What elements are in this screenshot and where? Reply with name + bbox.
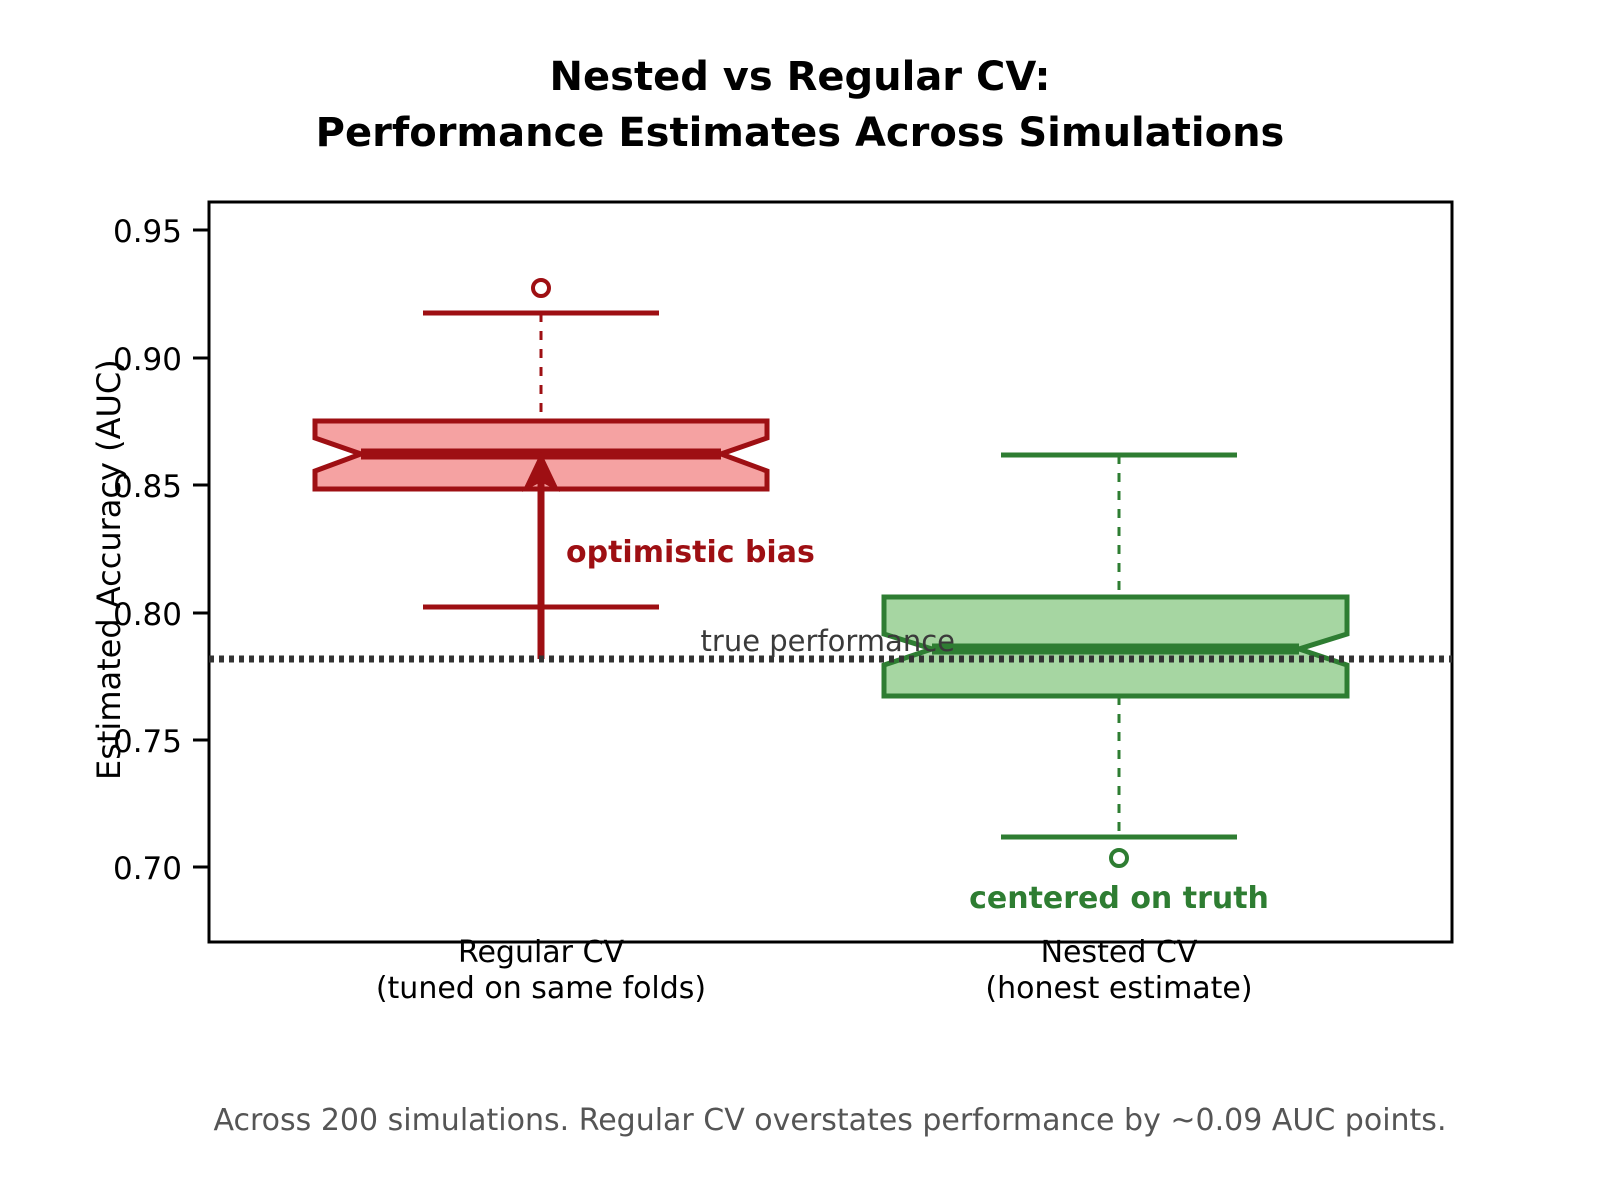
annotation-centered-on-truth: centered on truth	[969, 881, 1269, 916]
optimistic-bias-arrow	[522, 452, 560, 659]
y-axis-ticks: 0.95 0.90 0.85 0.80 0.75 0.70	[113, 214, 209, 887]
x-axis-category-labels: Regular CV (tuned on same folds) Nested …	[376, 935, 1253, 1006]
y-tick-label: 0.70	[113, 851, 182, 887]
y-axis-title: Estimated Accuracy (AUC)	[90, 359, 128, 780]
outlier-point-nested	[1109, 848, 1129, 868]
y-tick-label: 0.90	[113, 342, 182, 378]
box-nested-cv[interactable]	[881, 452, 1350, 868]
y-tick-label: 0.80	[113, 597, 182, 633]
annotation-optimistic-bias: optimistic bias	[566, 535, 815, 570]
chart-title-line2: Performance Estimates Across Simulations	[316, 110, 1285, 156]
plot-area-frame	[207, 200, 1454, 944]
figure-caption: Across 200 simulations. Regular CV overs…	[214, 1103, 1447, 1138]
outlier-point-regular	[531, 278, 551, 298]
x-label-nested-line2: (honest estimate)	[985, 971, 1252, 1006]
x-label-regular-line2: (tuned on same folds)	[376, 971, 706, 1006]
bias-arrow-head	[522, 452, 560, 492]
chart-title-line1: Nested vs Regular CV:	[550, 54, 1051, 100]
true-performance-label: true performance	[701, 624, 955, 658]
y-tick-label: 0.85	[113, 469, 182, 505]
y-tick-label: 0.75	[113, 724, 182, 760]
y-tick-label: 0.95	[113, 214, 182, 250]
x-label-nested-line1: Nested CV	[1041, 935, 1198, 970]
x-label-regular-line1: Regular CV	[458, 935, 625, 970]
